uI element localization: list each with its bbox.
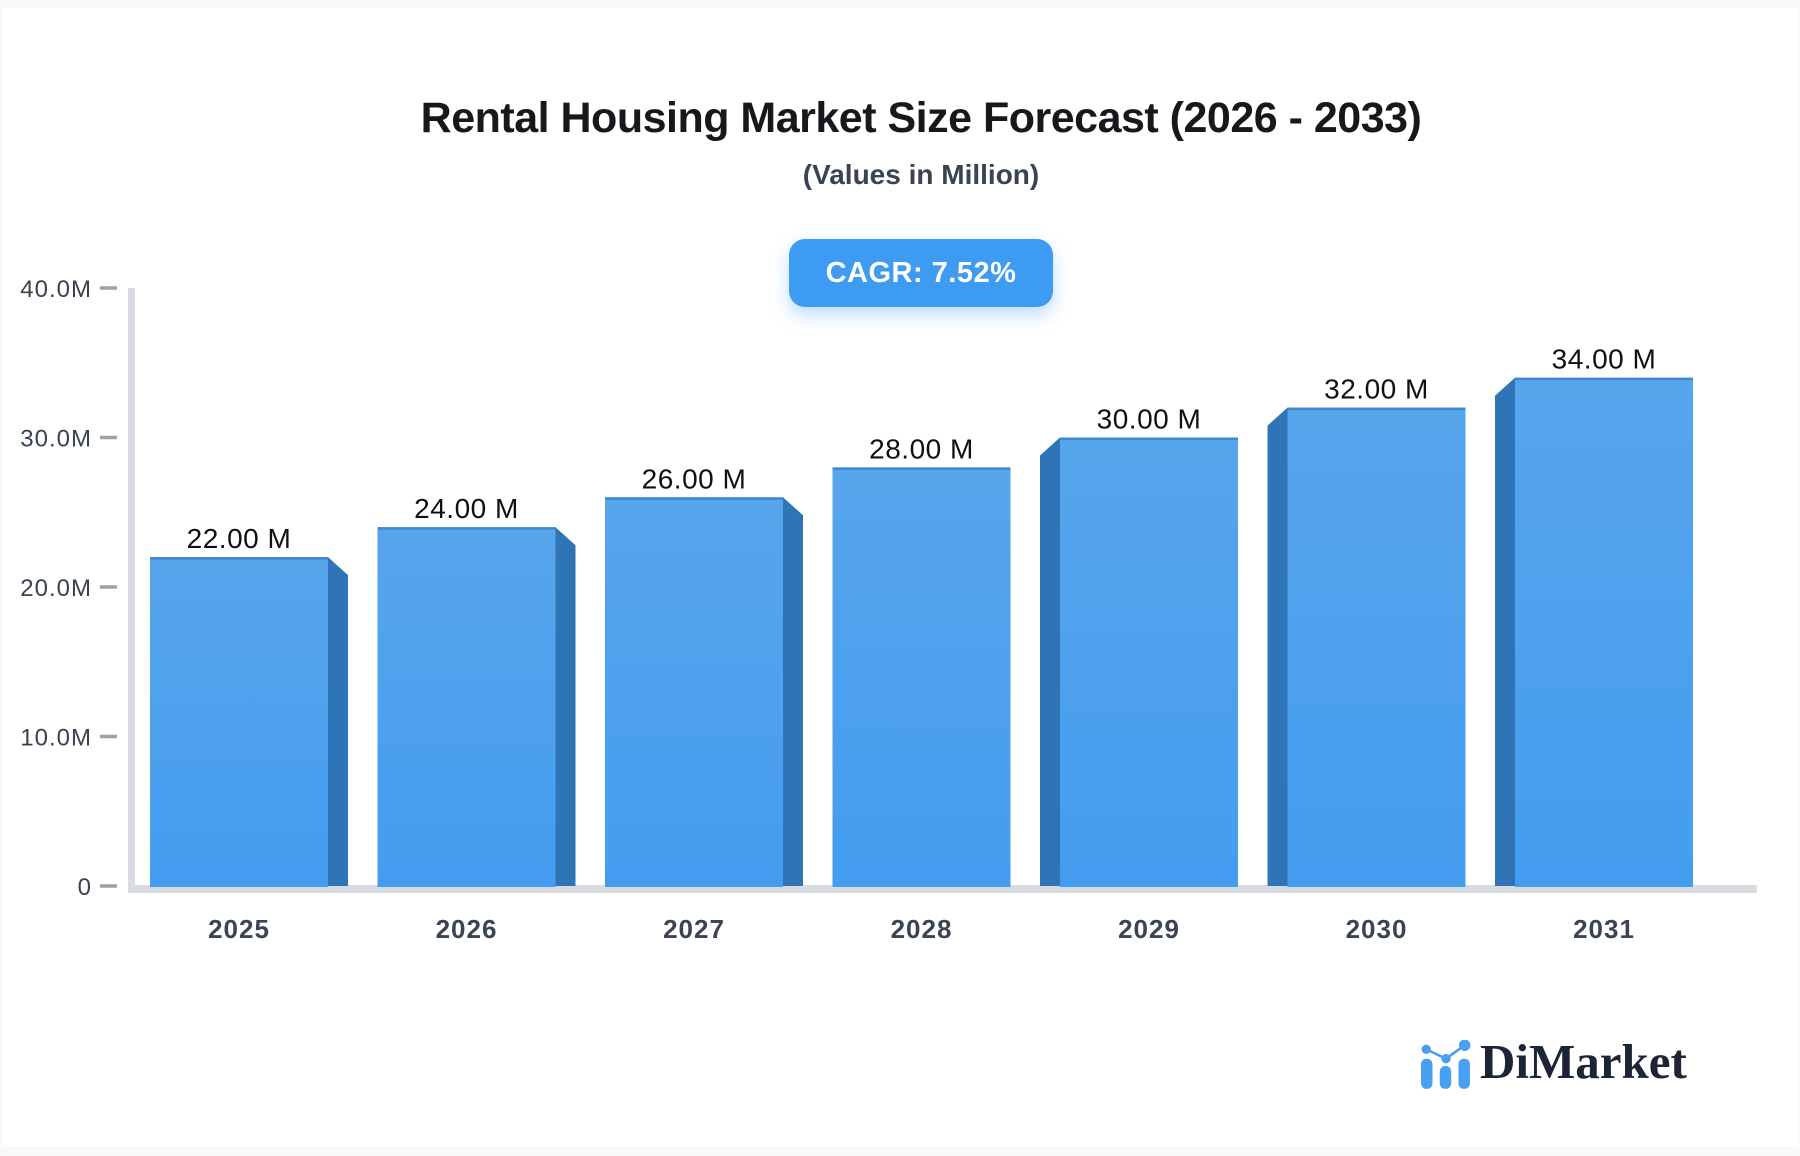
bar-2029 <box>1040 437 1238 887</box>
page-edge-right <box>1798 0 1800 1156</box>
bar-top-edge <box>1515 377 1693 381</box>
x-tick-label: 2031 <box>1573 914 1635 944</box>
bar-top-edge <box>605 497 783 500</box>
bar-side-face <box>1495 377 1515 886</box>
bar-value-label: 32.00 M <box>1324 374 1429 405</box>
y-tick-label: 10.0M <box>20 725 92 752</box>
bar-value-label: 30.00 M <box>1097 404 1202 435</box>
bar-front-face <box>605 497 783 887</box>
y-tick-label: 30.0M <box>20 426 92 453</box>
bar-2028 <box>832 467 1011 887</box>
y-tick-label: 0 <box>78 874 92 901</box>
bar-value-label: 28.00 M <box>869 433 974 464</box>
bar-2025 <box>150 557 348 887</box>
bar-side-face <box>328 557 348 886</box>
bar-value-label: 24.00 M <box>414 493 519 524</box>
page-edge-left <box>0 0 3 1156</box>
y-tick-label: 40.0M <box>20 276 92 303</box>
y-axis-line <box>128 288 135 893</box>
bar-front-face <box>1287 407 1466 887</box>
bar-side-face <box>555 527 576 886</box>
chart-header: Rental Housing Market Size Forecast (202… <box>42 0 1800 307</box>
bar-side-face <box>1040 437 1060 886</box>
x-tick-label: 2030 <box>1346 914 1408 944</box>
y-tick-label: 20.0M <box>20 575 92 602</box>
chart-subtitle: (Values in Million) <box>802 159 1040 190</box>
page-edge-top <box>0 0 1800 8</box>
x-axis-line <box>128 885 1757 893</box>
bar-2030 <box>1267 407 1466 887</box>
x-tick-label: 2026 <box>436 914 498 944</box>
bar-2026 <box>377 527 576 887</box>
bar-value-label: 26.00 M <box>642 463 747 494</box>
bar-front-face <box>377 527 556 887</box>
brand-name: DiMarket <box>1480 1034 1687 1089</box>
x-tick-label: 2027 <box>663 914 725 944</box>
bar-side-face <box>783 497 803 886</box>
bar-2027 <box>605 497 803 887</box>
bar-front-face <box>832 467 1011 887</box>
bar-top-edge <box>832 467 1011 470</box>
bar-top-edge <box>150 557 328 560</box>
y-tick-mark <box>100 585 117 589</box>
chart-title: Rental Housing Market Size Forecast (202… <box>420 94 1422 142</box>
y-tick-mark <box>100 435 117 440</box>
page-edge-bottom <box>0 1146 1800 1156</box>
bar-front-face <box>1515 377 1693 887</box>
x-tick-label: 2029 <box>1118 914 1180 944</box>
bar-top-edge <box>377 527 556 530</box>
y-tick-mark <box>100 734 117 739</box>
bar-chart-logo-icon <box>1421 1040 1471 1089</box>
bar-front-face <box>1060 437 1238 887</box>
y-tick-mark <box>100 286 117 290</box>
cagr-badge: CAGR: 7.52% <box>788 239 1054 307</box>
bar-value-label: 22.00 M <box>187 523 292 554</box>
bar-2031 <box>1495 377 1693 887</box>
bar-top-edge <box>1060 437 1238 440</box>
x-tick-label: 2028 <box>891 914 953 944</box>
y-tick-mark <box>100 884 117 888</box>
bar-front-face <box>150 557 328 887</box>
bar-value-label: 34.00 M <box>1552 344 1657 375</box>
bar-top-edge <box>1287 407 1466 411</box>
x-tick-label: 2025 <box>208 914 270 944</box>
bar-side-face <box>1267 407 1288 886</box>
